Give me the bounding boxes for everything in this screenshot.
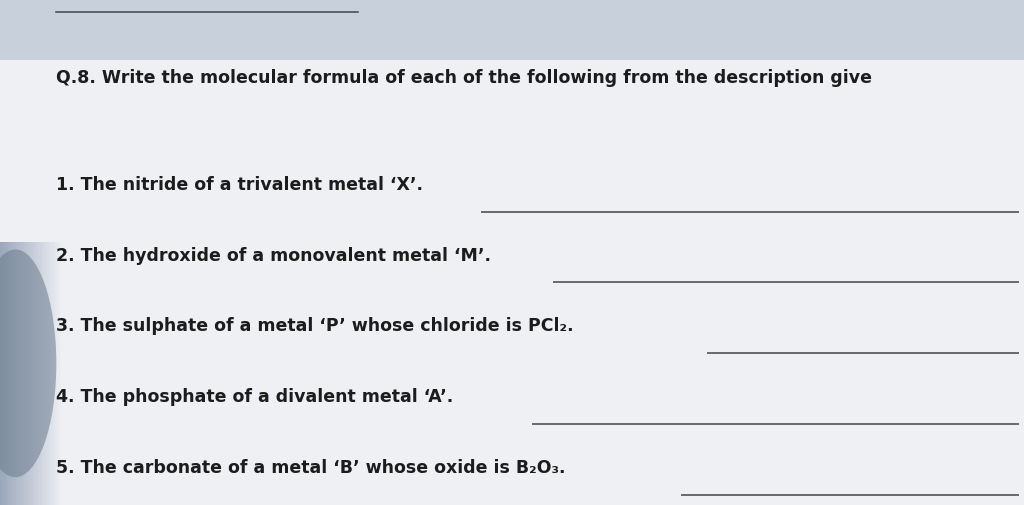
Bar xyxy=(23,242,25,505)
Bar xyxy=(35,242,37,505)
Bar xyxy=(12,242,14,505)
Bar xyxy=(39,242,41,505)
Bar xyxy=(53,242,55,505)
Bar xyxy=(4,242,6,505)
Bar xyxy=(20,242,23,505)
Bar xyxy=(2,242,4,505)
Bar xyxy=(8,242,10,505)
Bar xyxy=(45,242,47,505)
Text: 1. The nitride of a trivalent metal ‘X’.: 1. The nitride of a trivalent metal ‘X’. xyxy=(56,175,423,193)
Bar xyxy=(0,0,1024,61)
Bar xyxy=(0,242,2,505)
Bar xyxy=(25,242,27,505)
Bar xyxy=(41,242,43,505)
Bar xyxy=(18,242,20,505)
Bar xyxy=(55,242,57,505)
Bar xyxy=(10,242,12,505)
Bar xyxy=(43,242,45,505)
Text: 5. The carbonate of a metal ‘B’ whose oxide is B₂O₃.: 5. The carbonate of a metal ‘B’ whose ox… xyxy=(56,458,566,476)
Text: 3. The sulphate of a metal ‘P’ whose chloride is PCl₂.: 3. The sulphate of a metal ‘P’ whose chl… xyxy=(56,317,573,335)
Bar xyxy=(49,242,51,505)
Bar xyxy=(31,242,33,505)
Text: Q.8. Write the molecular formula of each of the following from the description g: Q.8. Write the molecular formula of each… xyxy=(56,69,872,87)
Bar xyxy=(57,242,59,505)
Bar xyxy=(59,242,61,505)
Bar xyxy=(37,242,39,505)
Bar xyxy=(14,242,16,505)
Text: 4. The phosphate of a divalent metal ‘A’.: 4. The phosphate of a divalent metal ‘A’… xyxy=(56,387,454,406)
Bar xyxy=(16,242,18,505)
Text: 2. The hydroxide of a monovalent metal ‘M’.: 2. The hydroxide of a monovalent metal ‘… xyxy=(56,246,492,264)
Bar xyxy=(47,242,49,505)
Ellipse shape xyxy=(0,250,56,477)
Bar xyxy=(33,242,35,505)
Bar xyxy=(29,242,31,505)
Bar xyxy=(51,242,53,505)
Bar xyxy=(6,242,8,505)
Bar xyxy=(27,242,29,505)
